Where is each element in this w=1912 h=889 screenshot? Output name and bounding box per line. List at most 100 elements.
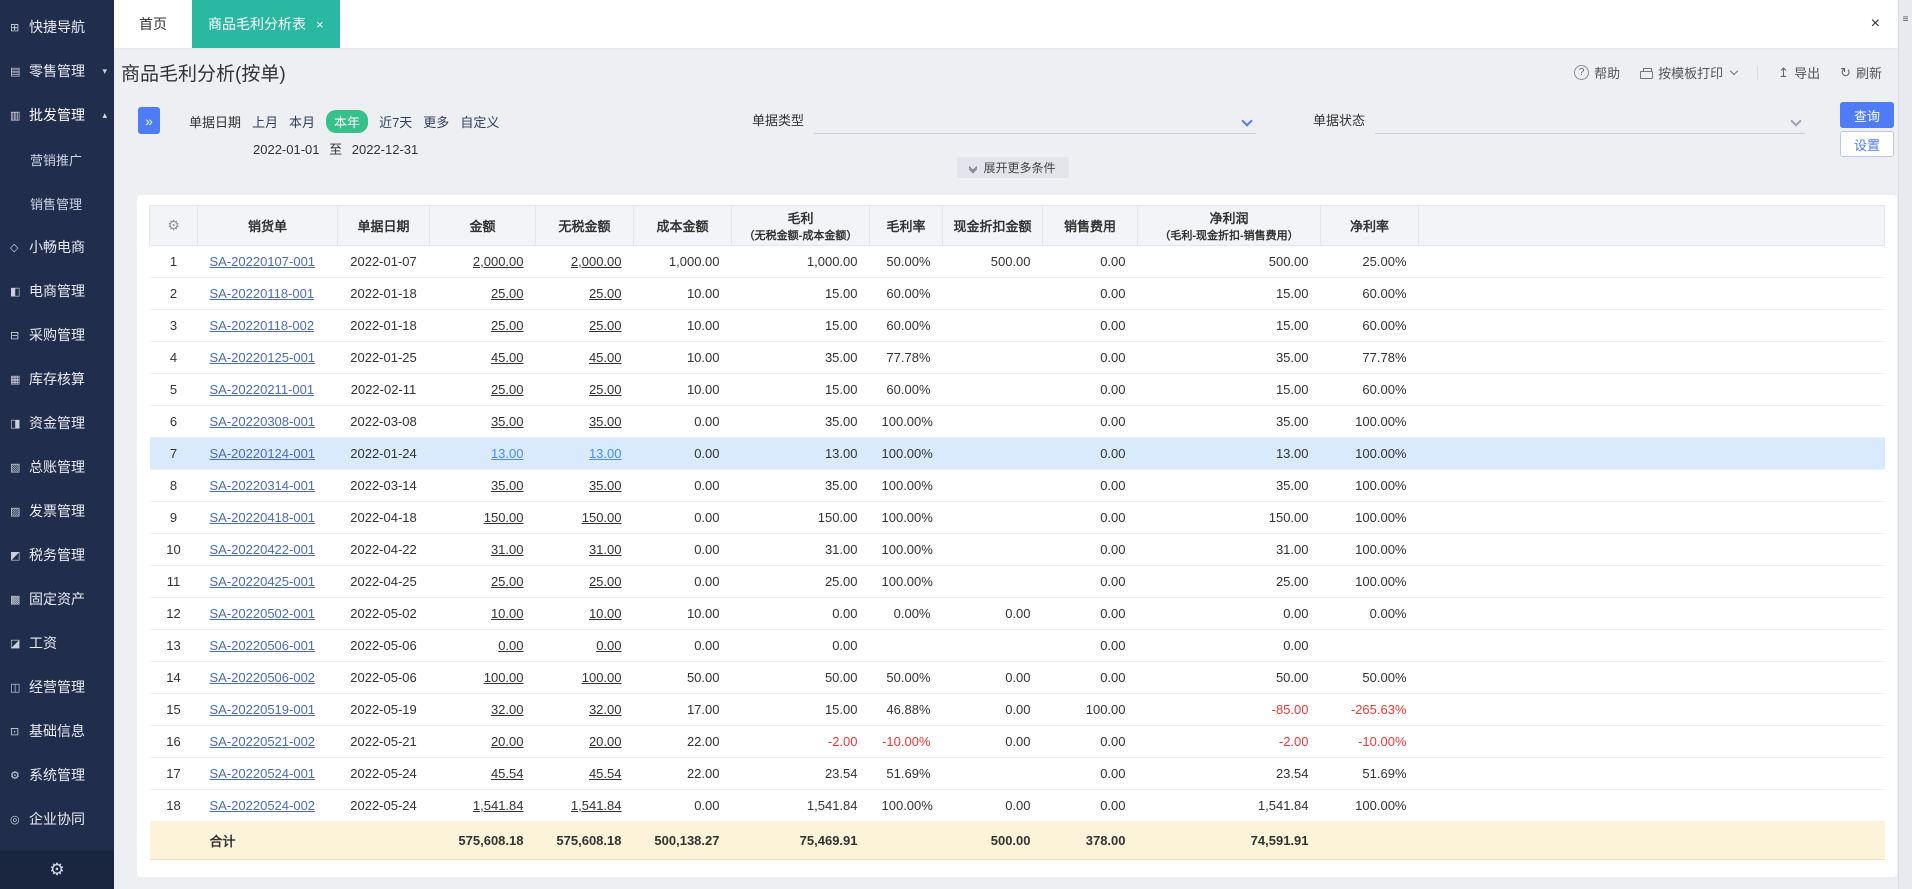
date-from-value[interactable]: 2022-01-01 xyxy=(253,142,320,157)
close-icon[interactable]: × xyxy=(1870,15,1880,32)
date-quick-option[interactable]: 自定义 xyxy=(460,115,500,130)
sales-order-link[interactable]: SA-20220524-001 xyxy=(209,766,316,781)
date-quick-option[interactable]: 上月 xyxy=(252,115,279,130)
amount-link[interactable]: 0.00 xyxy=(596,638,622,653)
amount-link[interactable]: 25.00 xyxy=(490,286,524,301)
sidebar-settings-button[interactable]: ⚙ xyxy=(0,851,114,889)
sales-order-link[interactable]: SA-20220521-002 xyxy=(209,734,316,749)
menu-icon[interactable]: ≡ xyxy=(1902,14,1909,25)
sidebar-item[interactable]: ⊟ 采购管理 xyxy=(0,313,114,357)
amount-link[interactable]: 2,000.00 xyxy=(472,254,524,269)
amount-link[interactable]: 13.00 xyxy=(490,446,524,461)
amount-link[interactable]: 25.00 xyxy=(490,574,524,589)
table-row[interactable]: 1 SA-20220107-001 2022-01-07 2,000.00 2,000.… xyxy=(149,245,1885,278)
refresh-button[interactable]: ↻ 刷新 xyxy=(1840,63,1882,82)
amount-link[interactable]: 150.00 xyxy=(581,510,622,525)
column-header[interactable]: 现金折扣金额 xyxy=(942,205,1043,246)
sales-order-link[interactable]: SA-20220125-001 xyxy=(209,350,316,365)
amount-link[interactable]: 35.00 xyxy=(490,478,524,493)
sidebar-item[interactable]: ▥ 批发管理 ▴ xyxy=(0,93,114,137)
print-template-button[interactable]: 按模板打印 xyxy=(1640,63,1739,82)
sidebar-item[interactable]: ⊡ 基础信息 xyxy=(0,709,114,753)
column-header[interactable]: 销货单 xyxy=(197,205,338,246)
sales-order-link[interactable]: SA-20220308-001 xyxy=(209,414,316,429)
amount-link[interactable]: 31.00 xyxy=(588,542,622,557)
table-row[interactable]: 9 SA-20220418-001 2022-04-18 150.00 150.00 0.… xyxy=(149,501,1885,534)
amount-link[interactable]: 1,541.84 xyxy=(570,798,622,813)
sidebar-item[interactable]: ▧ 总账管理 xyxy=(0,445,114,489)
export-button[interactable]: ↥ 导出 xyxy=(1778,63,1820,82)
sidebar-item[interactable]: ▦ 库存核算 xyxy=(0,357,114,401)
amount-link[interactable]: 25.00 xyxy=(490,318,524,333)
sales-order-link[interactable]: SA-20220118-002 xyxy=(209,318,315,333)
table-row[interactable]: 11 SA-20220425-001 2022-04-25 25.00 25.00 0.0… xyxy=(149,565,1885,598)
date-quick-option[interactable]: 近7天 xyxy=(379,115,413,130)
amount-link[interactable]: 20.00 xyxy=(490,734,524,749)
sidebar-item[interactable]: ◩ 税务管理 xyxy=(0,533,114,577)
amount-link[interactable]: 1,541.84 xyxy=(472,798,524,813)
table-row[interactable]: 15 SA-20220519-001 2022-05-19 32.00 32.00 17.… xyxy=(149,693,1885,726)
amount-link[interactable]: 45.54 xyxy=(588,766,622,781)
amount-link[interactable]: 100.00 xyxy=(483,670,524,685)
sidebar-item[interactable]: ◨ 资金管理 xyxy=(0,401,114,445)
column-header[interactable]: 毛利率 xyxy=(869,205,943,246)
column-settings-icon[interactable]: ⚙ xyxy=(149,205,198,246)
amount-link[interactable]: 32.00 xyxy=(490,702,524,717)
column-header-filler[interactable] xyxy=(1418,205,1885,246)
amount-link[interactable]: 10.00 xyxy=(588,606,622,621)
sales-order-link[interactable]: SA-20220506-002 xyxy=(209,670,316,685)
date-quick-option[interactable]: 更多 xyxy=(423,115,450,130)
sidebar-item[interactable]: ◇ 小畅电商 xyxy=(0,225,114,269)
date-quick-option[interactable]: 本年 xyxy=(326,110,369,133)
column-header[interactable]: 净利率 xyxy=(1320,205,1419,246)
column-header[interactable]: 金额 xyxy=(429,205,536,246)
sidebar-item[interactable]: ⊞ 快捷导航 xyxy=(0,5,114,49)
sidebar-item[interactable]: 营销推广 xyxy=(0,137,114,181)
amount-link[interactable]: 100.00 xyxy=(581,670,622,685)
amount-link[interactable]: 25.00 xyxy=(490,382,524,397)
collapse-filter-button[interactable]: » xyxy=(138,107,160,134)
sales-order-link[interactable]: SA-20220524-002 xyxy=(209,798,316,813)
amount-link[interactable]: 10.00 xyxy=(490,606,524,621)
expand-more-button[interactable]: 展开更多条件 xyxy=(957,157,1069,178)
amount-link[interactable]: 25.00 xyxy=(588,286,622,301)
table-row[interactable]: 6 SA-20220308-001 2022-03-08 35.00 35.00 0.00… xyxy=(149,405,1885,438)
sales-order-link[interactable]: SA-20220425-001 xyxy=(209,574,316,589)
amount-link[interactable]: 25.00 xyxy=(588,382,622,397)
tab-product-profit-report[interactable]: 商品毛利分析表 × xyxy=(192,0,340,48)
sales-order-link[interactable]: SA-20220211-001 xyxy=(209,382,315,397)
table-row[interactable]: 10 SA-20220422-001 2022-04-22 31.00 31.00 0.0… xyxy=(149,533,1885,566)
help-button[interactable]: ? 帮助 xyxy=(1574,63,1620,82)
table-row[interactable]: 16 SA-20220521-002 2022-05-21 20.00 20.00 22.… xyxy=(149,725,1885,758)
amount-link[interactable]: 45.54 xyxy=(490,766,524,781)
amount-link[interactable]: 20.00 xyxy=(588,734,622,749)
amount-link[interactable]: 35.00 xyxy=(588,478,622,493)
amount-link[interactable]: 13.00 xyxy=(588,446,622,461)
amount-link[interactable]: 35.00 xyxy=(490,414,524,429)
column-header[interactable]: 无税金额 xyxy=(535,205,634,246)
column-header[interactable]: 毛利 （无税金额-成本金额） xyxy=(731,205,870,246)
amount-link[interactable]: 0.00 xyxy=(498,638,524,653)
table-row[interactable]: 8 SA-20220314-001 2022-03-14 35.00 35.00 0.00… xyxy=(149,469,1885,502)
table-row[interactable]: 18 SA-20220524-002 2022-05-24 1,541.84 1,541… xyxy=(149,789,1885,822)
sidebar-item[interactable]: ▨ 发票管理 xyxy=(0,489,114,533)
sales-order-link[interactable]: SA-20220506-001 xyxy=(209,638,316,653)
doc-type-select[interactable] xyxy=(814,108,1257,134)
settings-button[interactable]: 设置 xyxy=(1840,131,1894,157)
sidebar-item[interactable]: ⚙ 系统管理 xyxy=(0,753,114,797)
sales-order-link[interactable]: SA-20220502-001 xyxy=(209,606,316,621)
sidebar-item[interactable]: ◧ 电商管理 xyxy=(0,269,114,313)
table-row[interactable]: 2 SA-20220118-001 2022-01-18 25.00 25.00 10.0… xyxy=(149,277,1885,310)
column-header[interactable]: 成本金额 xyxy=(633,205,732,246)
sales-order-link[interactable]: SA-20220118-001 xyxy=(209,286,315,301)
query-button[interactable]: 查询 xyxy=(1840,102,1894,128)
sidebar-item[interactable]: ◎ 企业协同 xyxy=(0,797,114,841)
table-row[interactable]: 7 SA-20220124-001 2022-01-24 13.00 13.00 0.00… xyxy=(149,437,1885,470)
sales-order-link[interactable]: SA-20220418-001 xyxy=(209,510,316,525)
table-row[interactable]: 12 SA-20220502-001 2022-05-02 10.00 10.00 10.… xyxy=(149,597,1885,630)
amount-link[interactable]: 25.00 xyxy=(588,318,622,333)
table-row[interactable]: 4 SA-20220125-001 2022-01-25 45.00 45.00 10.0… xyxy=(149,341,1885,374)
sales-order-link[interactable]: SA-20220519-001 xyxy=(209,702,316,717)
table-row[interactable]: 17 SA-20220524-001 2022-05-24 45.54 45.54 22.… xyxy=(149,757,1885,790)
close-tab-icon[interactable]: × xyxy=(316,16,324,32)
